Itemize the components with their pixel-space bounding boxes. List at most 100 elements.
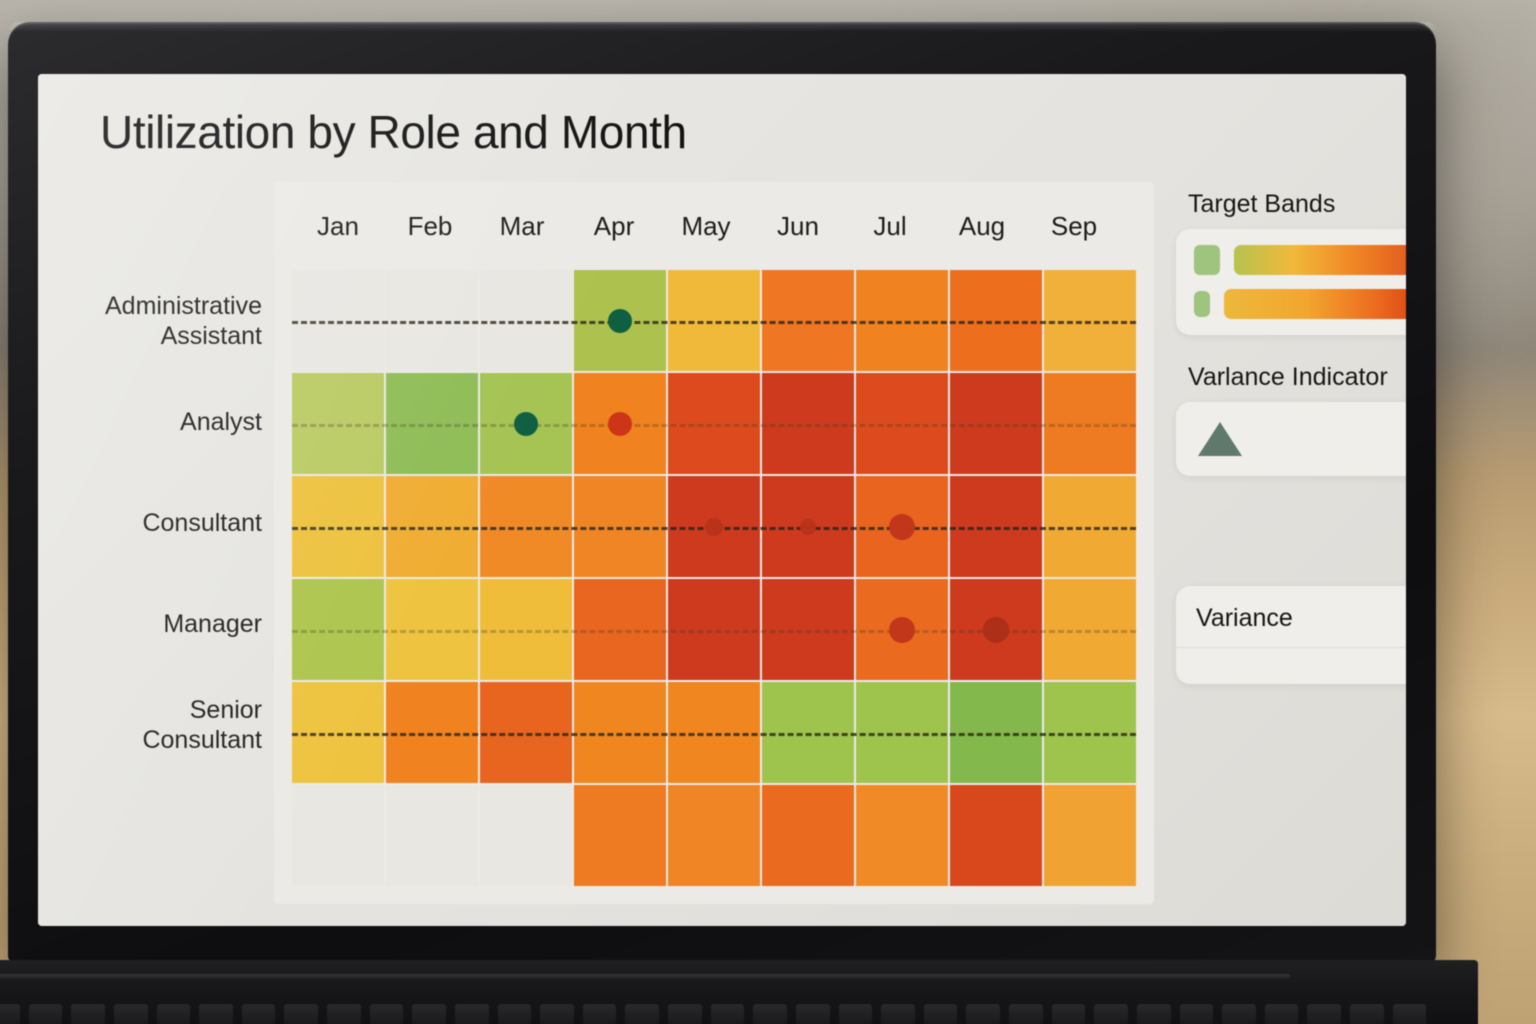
heatmap-cell[interactable] [1044,682,1136,784]
keyboard-key [284,1004,318,1024]
heatmap-cell[interactable] [574,785,666,887]
heatmap-cell[interactable] [386,270,478,372]
keyboard-key [1009,1004,1043,1024]
dashboard: Utilization by Role and Month Administra… [38,74,1406,926]
keyboard-key [1264,1004,1299,1024]
heatmap-column-label: Jun [777,210,819,241]
heatmap-cell[interactable] [856,682,948,784]
heatmap-column-label: May [681,210,731,241]
heatmap-cell[interactable] [480,579,572,681]
band-swatch-icon [1194,245,1220,276]
heatmap-cell[interactable] [292,579,384,681]
variance-heading: Variance [1176,586,1406,649]
heatmap-cell[interactable] [574,476,666,578]
heatmap-cell[interactable] [1044,579,1136,681]
heatmap-column-label: Apr [593,210,635,241]
heatmap-row-label: Senior Consultant [142,695,262,754]
keyboard-key [881,1004,915,1024]
heatmap-cell[interactable] [574,682,666,784]
heatmap-cell[interactable] [386,579,478,681]
heatmap-cell[interactable] [386,373,478,475]
laptop-hinge-edge [0,974,1290,979]
heatmap-cell[interactable] [668,785,760,887]
variance-marker-dot[interactable] [608,411,632,436]
heatmap-cell[interactable] [574,579,666,681]
triangle-up-icon [1198,422,1242,457]
keyboard-key [966,1004,1000,1024]
dashboard-body: Administrative Assistant Analyst Consultan… [78,182,1406,905]
heatmap-cell[interactable] [292,373,384,475]
heatmap-column-label: Jul [873,210,907,241]
heatmap-cell[interactable] [762,270,854,372]
heatmap-cell[interactable] [856,270,948,372]
heatmap-cell[interactable] [292,270,384,372]
legend-column: Target Bands Varlance Indicator [1176,182,1406,685]
target-bands-card [1176,229,1406,336]
heatmap-cell[interactable] [1044,270,1136,372]
laptop-base [0,960,1478,1024]
page-title: Utilization by Role and Month [100,106,687,158]
keyboard-key [625,1004,659,1024]
heatmap-column-label: Jan [317,210,359,241]
heatmap-row-label: Administrative Assistant [105,291,262,350]
heatmap-cell[interactable] [480,785,572,887]
heatmap-cell[interactable] [480,476,572,578]
heatmap-cell[interactable] [668,373,760,475]
laptop-device: Utilization by Role and Month Administra… [0,22,1478,1024]
keyboard-key [369,1004,404,1024]
variance-card: Variance [1176,586,1406,685]
heatmap-cell[interactable] [950,785,1042,887]
heatmap-cell[interactable] [950,270,1042,372]
heatmap-cell[interactable] [668,579,760,681]
keyboard-key [710,1004,745,1024]
heatmap-cell[interactable] [856,373,948,475]
heatmap-cell[interactable] [668,682,760,784]
keyboard-key [582,1004,617,1024]
heatmap-column-headers: Jan Feb Mar Apr May Jun Jul Aug Sep [292,182,1136,270]
target-band-row [1194,245,1406,276]
variance-marker-dot[interactable] [889,616,915,643]
heatmap-cell[interactable] [668,270,760,372]
heatmap-cell[interactable] [480,270,572,372]
variance-marker-dot[interactable] [983,616,1009,643]
heatmap-cell[interactable] [480,682,572,784]
heatmap-cell[interactable] [950,373,1042,475]
heatmap-column-label: Feb [407,210,453,241]
keyboard-key [540,1004,574,1024]
variance-indicator-card [1176,402,1406,477]
heatmap-cell[interactable] [386,785,478,887]
heatmap-cell[interactable] [292,785,384,887]
keyboard-row [0,1004,1427,1024]
heatmap-cell[interactable] [950,476,1042,578]
target-band-row [1194,289,1406,320]
on-target-marker-dot[interactable] [514,411,538,436]
variance-marker-dot[interactable] [705,517,723,536]
keyboard-key [0,1004,20,1024]
keyboard-key [1350,1004,1384,1024]
heatmap-cell[interactable] [856,785,948,887]
heatmap-cell[interactable] [762,682,854,784]
heatmap-cell[interactable] [762,785,854,887]
heatmap-cell[interactable] [762,373,854,475]
heatmap-chart: Administrative Assistant Analyst Consultan… [78,182,1154,905]
keyboard-key [1136,1004,1171,1024]
heatmap-cell[interactable] [1044,476,1136,578]
heatmap-cell[interactable] [1044,373,1136,475]
laptop-screen: Utilization by Role and Month Administra… [38,74,1406,926]
heatmap-cell[interactable] [1044,785,1136,887]
keyboard-key [838,1004,873,1024]
keyboard-key [1222,1004,1256,1024]
heatmap-cell[interactable] [292,682,384,784]
heatmap-cell[interactable] [950,682,1042,784]
heatmap-row-label: Analyst [180,407,262,436]
heatmap-cell[interactable] [292,476,384,578]
heatmap-cell[interactable] [386,476,478,578]
heatmap-cell[interactable] [386,682,478,784]
keyboard-key [1307,1004,1341,1024]
variance-marker-dot[interactable] [800,518,816,535]
on-target-marker-dot[interactable] [608,308,632,333]
heatmap-column-label: Mar [499,210,545,241]
heatmap-cell[interactable] [762,579,854,681]
variance-marker-dot[interactable] [889,513,915,540]
